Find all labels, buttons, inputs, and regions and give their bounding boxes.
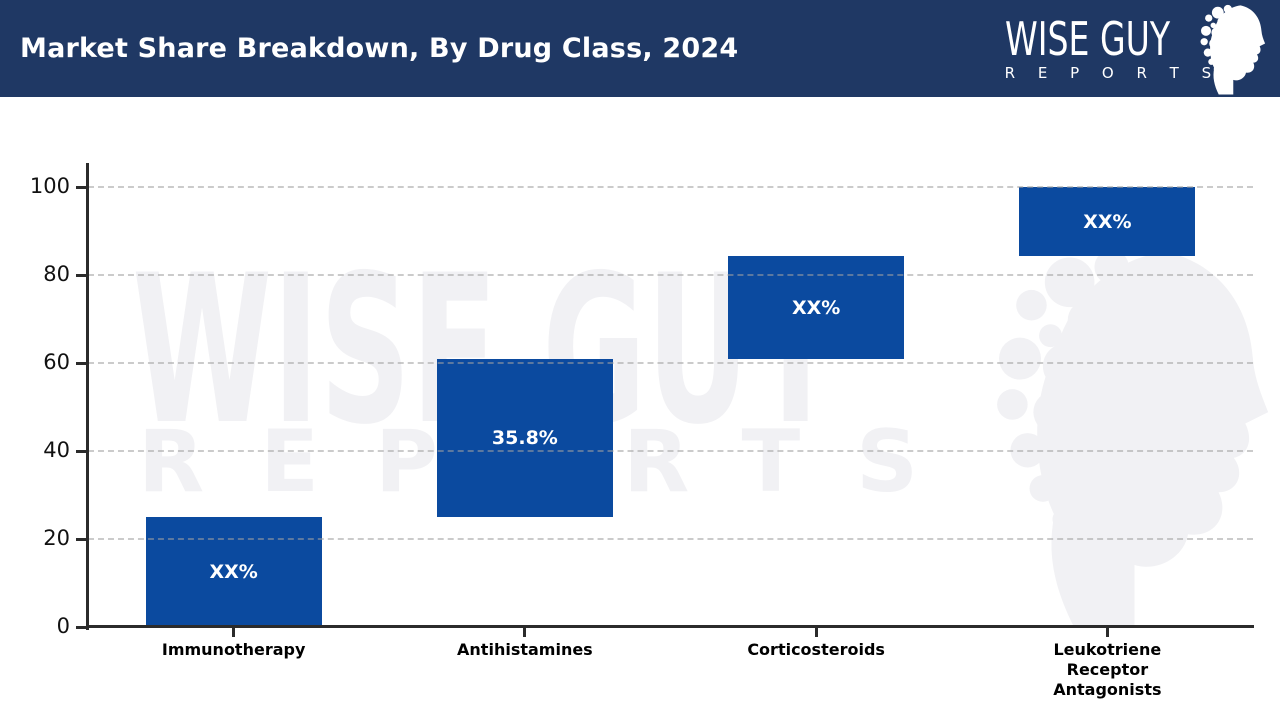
- wiseguy-logo: WISE GUY R E P O R T S: [1005, 0, 1266, 97]
- y-tick-label: 60: [43, 350, 70, 374]
- header-banner: Market Share Breakdown, By Drug Class, 2…: [0, 0, 1280, 97]
- bar-leukotriene-receptor-antagonists: XX%: [1019, 187, 1196, 257]
- y-tick: [76, 185, 86, 189]
- bar-value-label: XX%: [209, 561, 258, 583]
- bar-value-label: XX%: [1083, 210, 1132, 233]
- y-tick-label: 40: [43, 438, 70, 462]
- x-tick: [1105, 628, 1109, 637]
- y-tick-label: 100: [29, 174, 70, 198]
- y-tick: [76, 361, 86, 365]
- category-label-leukotriene-receptor-antagonists: Leukotriene Receptor Antagonists: [1053, 640, 1162, 699]
- bar-value-label: 35.8%: [491, 427, 558, 450]
- category-label-corticosteroids: Corticosteroids: [747, 640, 885, 659]
- category-label-immunotherapy: Immunotherapy: [161, 640, 306, 659]
- x-tick: [232, 628, 236, 637]
- logo-subtext: R E P O R T S: [1004, 63, 1221, 82]
- bar-antihistamines: 35.8%: [436, 359, 613, 517]
- gridline-80: [88, 273, 1253, 276]
- y-tick: [76, 449, 86, 453]
- y-tick-label: 80: [43, 262, 70, 286]
- x-tick: [523, 628, 527, 637]
- wiseguy-head-icon: [1200, 4, 1266, 94]
- y-tick-label: 20: [43, 526, 70, 550]
- bar-value-label: XX%: [791, 296, 841, 319]
- gridline-20: [88, 537, 1253, 540]
- logo-wordmark: WISE GUY: [1004, 11, 1170, 66]
- x-axis-line: [86, 625, 1254, 628]
- gridline-40: [88, 449, 1253, 452]
- watermark-head-icon: [997, 249, 1269, 626]
- y-axis-line: [86, 163, 89, 630]
- y-tick: [76, 625, 86, 629]
- y-tick: [76, 273, 86, 277]
- y-tick: [76, 537, 86, 541]
- bar-corticosteroids: XX%: [728, 256, 905, 360]
- gridline-60: [88, 361, 1253, 364]
- x-tick: [814, 628, 818, 637]
- bar-immunotherapy: XX%: [145, 517, 322, 627]
- page-title: Market Share Breakdown, By Drug Class, 2…: [20, 33, 739, 64]
- category-label-antihistamines: Antihistamines: [457, 640, 593, 659]
- y-tick-label: 0: [56, 614, 70, 638]
- logo-text: WISE GUY R E P O R T S: [1005, 16, 1234, 82]
- gridline-100: [88, 185, 1253, 188]
